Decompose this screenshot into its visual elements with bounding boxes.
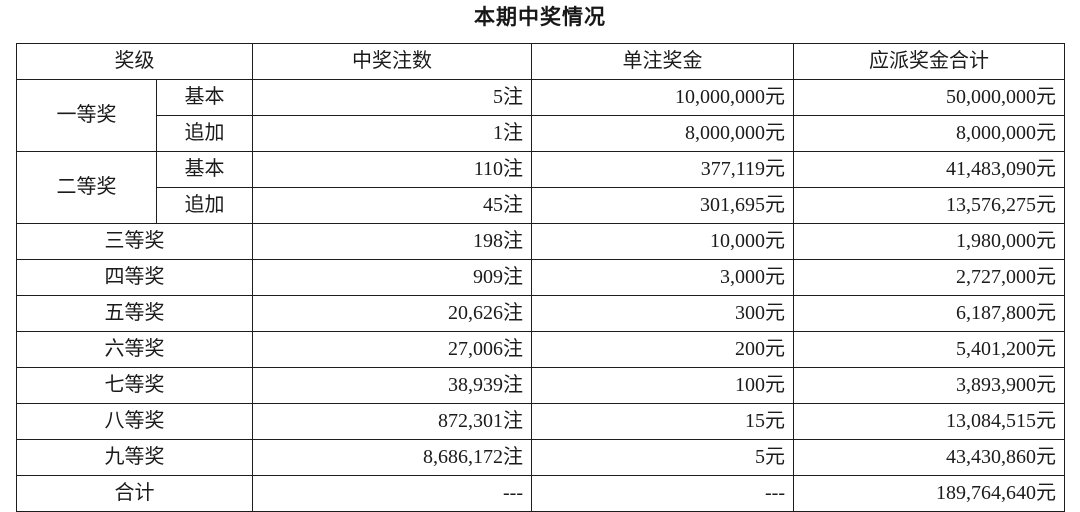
single-prize: 8,000,000元 bbox=[531, 115, 794, 152]
prize-level-label: 四等奖 bbox=[16, 259, 253, 296]
table-row: 追加 45注 301,695元 13,576,275元 bbox=[17, 187, 1065, 224]
total-prize: 2,727,000元 bbox=[793, 259, 1065, 296]
table-row: 二等奖 基本 110注 377,119元 41,483,090元 bbox=[16, 151, 1065, 224]
total-prize: 5,401,200元 bbox=[793, 331, 1065, 368]
header-total: 应派奖金合计 bbox=[793, 43, 1065, 80]
single-prize: 10,000元 bbox=[531, 223, 794, 260]
table-header-row: 奖级 中奖注数 单注奖金 应派奖金合计 bbox=[16, 43, 1065, 80]
prize-table: 奖级 中奖注数 单注奖金 应派奖金合计 一等奖 基本 5注 10,000,000… bbox=[16, 43, 1065, 512]
winning-count: 27,006注 bbox=[252, 331, 532, 368]
table-row: 四等奖 909注 3,000元 2,727,000元 bbox=[16, 259, 1065, 296]
table-row: 五等奖 20,626注 300元 6,187,800元 bbox=[16, 295, 1065, 332]
table-row: 六等奖 27,006注 200元 5,401,200元 bbox=[16, 331, 1065, 368]
prize-sub-label: 追加 bbox=[156, 187, 253, 224]
total-prize: 43,430,860元 bbox=[793, 439, 1065, 476]
table-row: 一等奖 基本 5注 10,000,000元 50,000,000元 bbox=[16, 79, 1065, 152]
prize-level-label: 二等奖 bbox=[16, 151, 157, 224]
winning-count: 20,626注 bbox=[252, 295, 532, 332]
total-single-prize: --- bbox=[531, 475, 794, 512]
prize-level-label: 一等奖 bbox=[16, 79, 157, 152]
prize-sub-label: 基本 bbox=[156, 79, 253, 116]
single-prize: 377,119元 bbox=[531, 151, 794, 188]
prize-table-container: 奖级 中奖注数 单注奖金 应派奖金合计 一等奖 基本 5注 10,000,000… bbox=[16, 43, 1065, 512]
table-row: 七等奖 38,939注 100元 3,893,900元 bbox=[16, 367, 1065, 404]
header-single: 单注奖金 bbox=[531, 43, 794, 80]
winning-count: 8,686,172注 bbox=[252, 439, 532, 476]
single-prize: 300元 bbox=[531, 295, 794, 332]
single-prize: 5元 bbox=[531, 439, 794, 476]
winning-count: 198注 bbox=[252, 223, 532, 260]
table-row: 三等奖 198注 10,000元 1,980,000元 bbox=[16, 223, 1065, 260]
table-row: 追加 1注 8,000,000元 8,000,000元 bbox=[17, 115, 1065, 152]
grand-total-prize: 189,764,640元 bbox=[793, 475, 1065, 512]
single-prize: 200元 bbox=[531, 331, 794, 368]
total-prize: 6,187,800元 bbox=[793, 295, 1065, 332]
prize-level-label: 八等奖 bbox=[16, 403, 253, 440]
page-title: 本期中奖情况 bbox=[474, 5, 606, 29]
prize-level-label: 七等奖 bbox=[16, 367, 253, 404]
prize-level-label: 五等奖 bbox=[16, 295, 253, 332]
winning-count: 1注 bbox=[252, 115, 532, 152]
single-prize: 100元 bbox=[531, 367, 794, 404]
total-prize: 13,576,275元 bbox=[793, 187, 1065, 224]
table-row: 九等奖 8,686,172注 5元 43,430,860元 bbox=[16, 439, 1065, 476]
winning-count: 38,939注 bbox=[252, 367, 532, 404]
total-prize: 3,893,900元 bbox=[793, 367, 1065, 404]
winning-count: 110注 bbox=[252, 151, 532, 188]
total-prize: 41,483,090元 bbox=[793, 151, 1065, 188]
single-prize: 3,000元 bbox=[531, 259, 794, 296]
total-prize: 1,980,000元 bbox=[793, 223, 1065, 260]
single-prize: 10,000,000元 bbox=[531, 79, 794, 116]
table-row: 八等奖 872,301注 15元 13,084,515元 bbox=[16, 403, 1065, 440]
prize-summary-page: 本期中奖情况 奖级 中奖注数 单注奖金 应派奖金合计 一等奖 基本 bbox=[16, 5, 1065, 512]
winning-count: 872,301注 bbox=[252, 403, 532, 440]
single-prize: 15元 bbox=[531, 403, 794, 440]
prize-level-label: 六等奖 bbox=[16, 331, 253, 368]
single-prize: 301,695元 bbox=[531, 187, 794, 224]
winning-count: 909注 bbox=[252, 259, 532, 296]
header-level: 奖级 bbox=[16, 43, 253, 80]
header-count: 中奖注数 bbox=[252, 43, 532, 80]
total-winning-count: --- bbox=[252, 475, 532, 512]
prize-sub-label: 基本 bbox=[156, 151, 253, 188]
prize-sub-label: 追加 bbox=[156, 115, 253, 152]
total-prize: 8,000,000元 bbox=[793, 115, 1065, 152]
table-total-row: 合计 --- --- 189,764,640元 bbox=[16, 475, 1065, 512]
prize-level-label: 九等奖 bbox=[16, 439, 253, 476]
prize-level-label: 三等奖 bbox=[16, 223, 253, 260]
total-prize: 13,084,515元 bbox=[793, 403, 1065, 440]
winning-count: 45注 bbox=[252, 187, 532, 224]
total-prize: 50,000,000元 bbox=[793, 79, 1065, 116]
winning-count: 5注 bbox=[252, 79, 532, 116]
total-label: 合计 bbox=[16, 475, 253, 512]
